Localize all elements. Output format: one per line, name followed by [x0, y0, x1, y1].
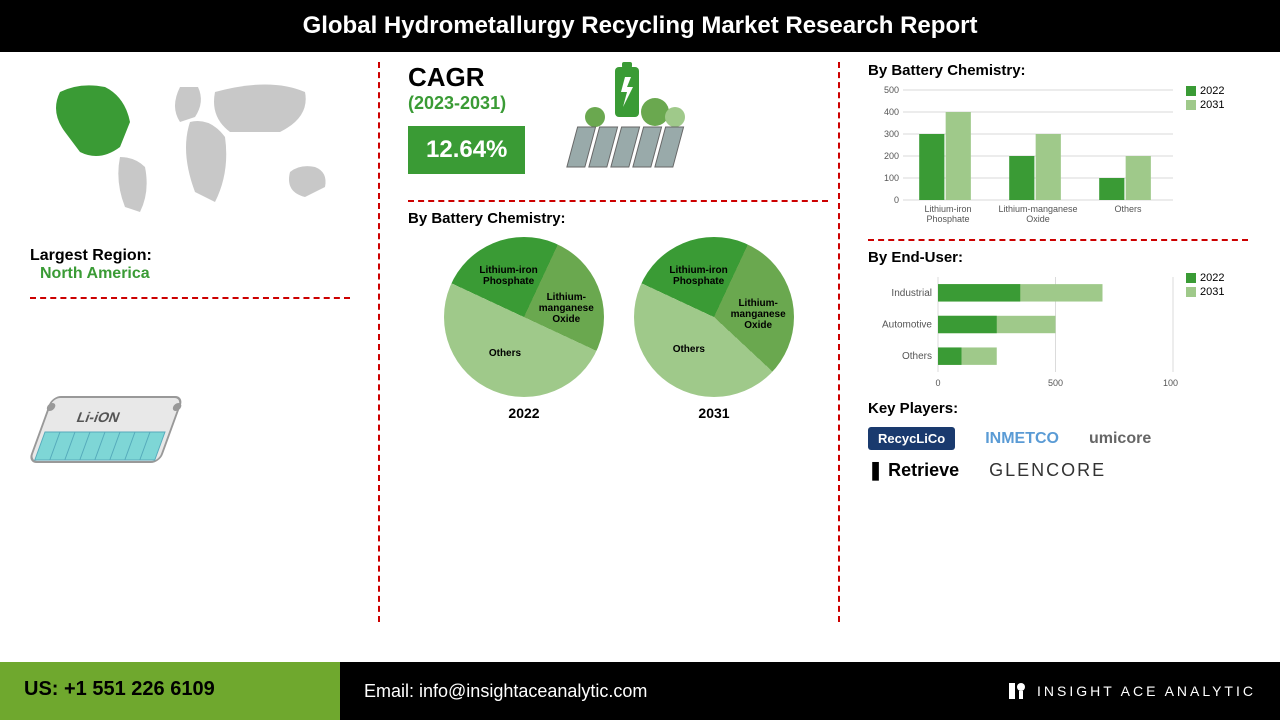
energy-storage-icon [545, 62, 705, 182]
brand-logo: INSIGHT ACE ANALYTIC [1007, 681, 1256, 701]
legend-item: 2031 [1186, 99, 1224, 111]
svg-text:1000: 1000 [1163, 378, 1178, 388]
player-logo: GLENCORE [989, 460, 1106, 481]
svg-text:Lithium-manganese: Lithium-manganese [998, 204, 1077, 214]
legend-item: 2022 [1186, 272, 1224, 284]
svg-text:300: 300 [884, 129, 899, 139]
world-map-icon [30, 62, 350, 222]
svg-text:100: 100 [884, 173, 899, 183]
divider [408, 200, 828, 202]
svg-text:Oxide: Oxide [1026, 214, 1050, 224]
players-row: ❚ Retrieve GLENCORE [868, 460, 1250, 481]
svg-text:0: 0 [935, 378, 940, 388]
player-logo: INMETCO [985, 430, 1059, 448]
legend-item: 2031 [1186, 286, 1224, 298]
svg-text:Lithium-iron: Lithium-iron [924, 204, 971, 214]
main-content: Largest Region: North America Li-iON CAG… [0, 52, 1280, 632]
report-title: Global Hydrometallurgy Recycling Market … [0, 0, 1280, 52]
left-column: Largest Region: North America Li-iON [30, 62, 370, 632]
svg-text:400: 400 [884, 107, 899, 117]
pie-chart: Lithium-ironPhosphateLithium-manganeseOx… [444, 237, 604, 421]
key-players-title: Key Players: [868, 400, 1250, 417]
largest-region-label: Largest Region: [30, 247, 370, 265]
divider [30, 297, 350, 299]
divider [378, 62, 380, 622]
player-logo: RecycLiCo [868, 427, 955, 450]
battery-chemistry-bar-chart: 0 100 200 300 400 500 Lithium-ironPhosphate Lit… [868, 85, 1178, 235]
player-logo: ❚ Retrieve [868, 460, 959, 481]
svg-text:Industrial: Industrial [891, 288, 932, 299]
contact-phone: US: +1 551 226 6109 [0, 662, 340, 720]
svg-text:Phosphate: Phosphate [926, 214, 969, 224]
bar-chart-title: By Battery Chemistry: [868, 62, 1250, 79]
key-players-section: Key Players: RecycLiCo INMETCO umicore ❚ R… [868, 400, 1250, 481]
players-row: RecycLiCo INMETCO umicore [868, 427, 1250, 450]
footer-email-bar: Email: info@insightaceanalytic.com INSIG… [340, 662, 1280, 720]
cagr-value-badge: 12.64% [408, 126, 525, 174]
contact-email: Email: info@insightaceanalytic.com [364, 681, 647, 702]
pie-year-label: 2031 [634, 405, 794, 421]
pie-charts-row: Lithium-ironPhosphateLithium-manganeseOx… [408, 237, 830, 421]
pie-section-title: By Battery Chemistry: [408, 210, 830, 227]
bar-chart-legend: 2022 2031 [1186, 85, 1224, 113]
svg-text:Li-iON: Li-iON [74, 410, 122, 425]
pie-chart: Lithium-ironPhosphateLithium-manganeseOx… [634, 237, 794, 421]
svg-text:Automotive: Automotive [882, 320, 932, 331]
hbar-chart-legend: 2022 2031 [1186, 272, 1224, 300]
cagr-label: CAGR [408, 62, 525, 93]
battery-pack-icon: Li-iON [30, 367, 210, 487]
divider [868, 239, 1248, 241]
right-column: By Battery Chemistry: 0 100 200 300 400 500 Li… [850, 62, 1250, 632]
middle-column: CAGR (2023-2031) 12.64% [390, 62, 830, 632]
svg-text:0: 0 [894, 195, 899, 205]
svg-text:200: 200 [884, 151, 899, 161]
cagr-period: (2023-2031) [408, 93, 525, 114]
largest-region-value: North America [40, 265, 370, 283]
svg-text:500: 500 [1048, 378, 1063, 388]
divider [838, 62, 840, 622]
legend-item: 2022 [1186, 85, 1224, 97]
svg-text:Others: Others [902, 351, 932, 362]
end-user-hbar-chart: 0 500 1000 Industrial Automotive Others [868, 272, 1178, 392]
svg-text:Others: Others [1114, 204, 1142, 214]
hbar-chart-title: By End-User: [868, 249, 1250, 266]
svg-text:500: 500 [884, 85, 899, 95]
footer: US: +1 551 226 6109 Email: info@insighta… [0, 662, 1280, 720]
player-logo: umicore [1089, 430, 1151, 448]
pie-year-label: 2022 [444, 405, 604, 421]
